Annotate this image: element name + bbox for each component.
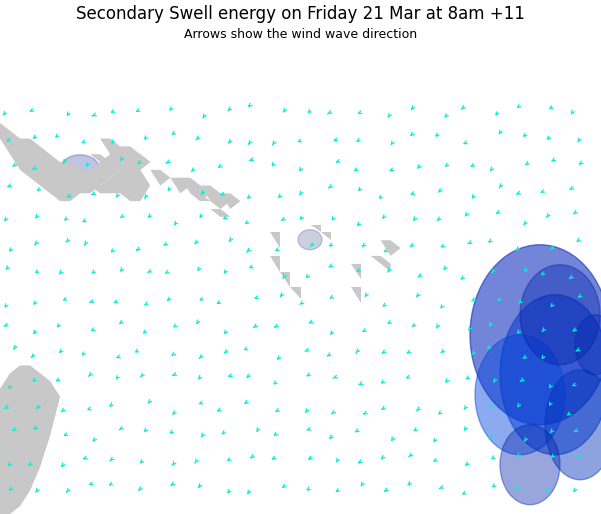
Ellipse shape: [298, 230, 322, 250]
Polygon shape: [100, 139, 130, 162]
Polygon shape: [320, 232, 331, 240]
Polygon shape: [90, 154, 150, 170]
Ellipse shape: [500, 425, 560, 505]
Polygon shape: [180, 178, 210, 201]
Ellipse shape: [60, 155, 100, 185]
Polygon shape: [90, 162, 150, 201]
Polygon shape: [270, 256, 281, 271]
Polygon shape: [380, 240, 401, 256]
Polygon shape: [350, 264, 361, 280]
Polygon shape: [281, 271, 290, 287]
Polygon shape: [0, 123, 140, 201]
Polygon shape: [230, 280, 281, 295]
Polygon shape: [100, 154, 150, 170]
Ellipse shape: [545, 370, 601, 480]
Polygon shape: [290, 287, 300, 299]
Ellipse shape: [475, 335, 565, 455]
Polygon shape: [170, 178, 191, 193]
Polygon shape: [311, 225, 320, 232]
Ellipse shape: [470, 245, 601, 425]
Polygon shape: [0, 365, 60, 514]
Polygon shape: [270, 232, 281, 248]
Polygon shape: [210, 209, 230, 217]
Ellipse shape: [500, 295, 601, 455]
Polygon shape: [150, 170, 170, 186]
Polygon shape: [200, 186, 230, 209]
Polygon shape: [221, 193, 240, 209]
Polygon shape: [60, 162, 90, 186]
Text: Arrows show the wind wave direction: Arrows show the wind wave direction: [184, 28, 417, 42]
Polygon shape: [371, 256, 391, 271]
Ellipse shape: [520, 265, 600, 365]
Polygon shape: [191, 193, 210, 201]
Ellipse shape: [575, 315, 601, 375]
Text: Secondary Swell energy on Friday 21 Mar at 8am +11: Secondary Swell energy on Friday 21 Mar …: [76, 5, 525, 23]
Polygon shape: [350, 287, 361, 303]
